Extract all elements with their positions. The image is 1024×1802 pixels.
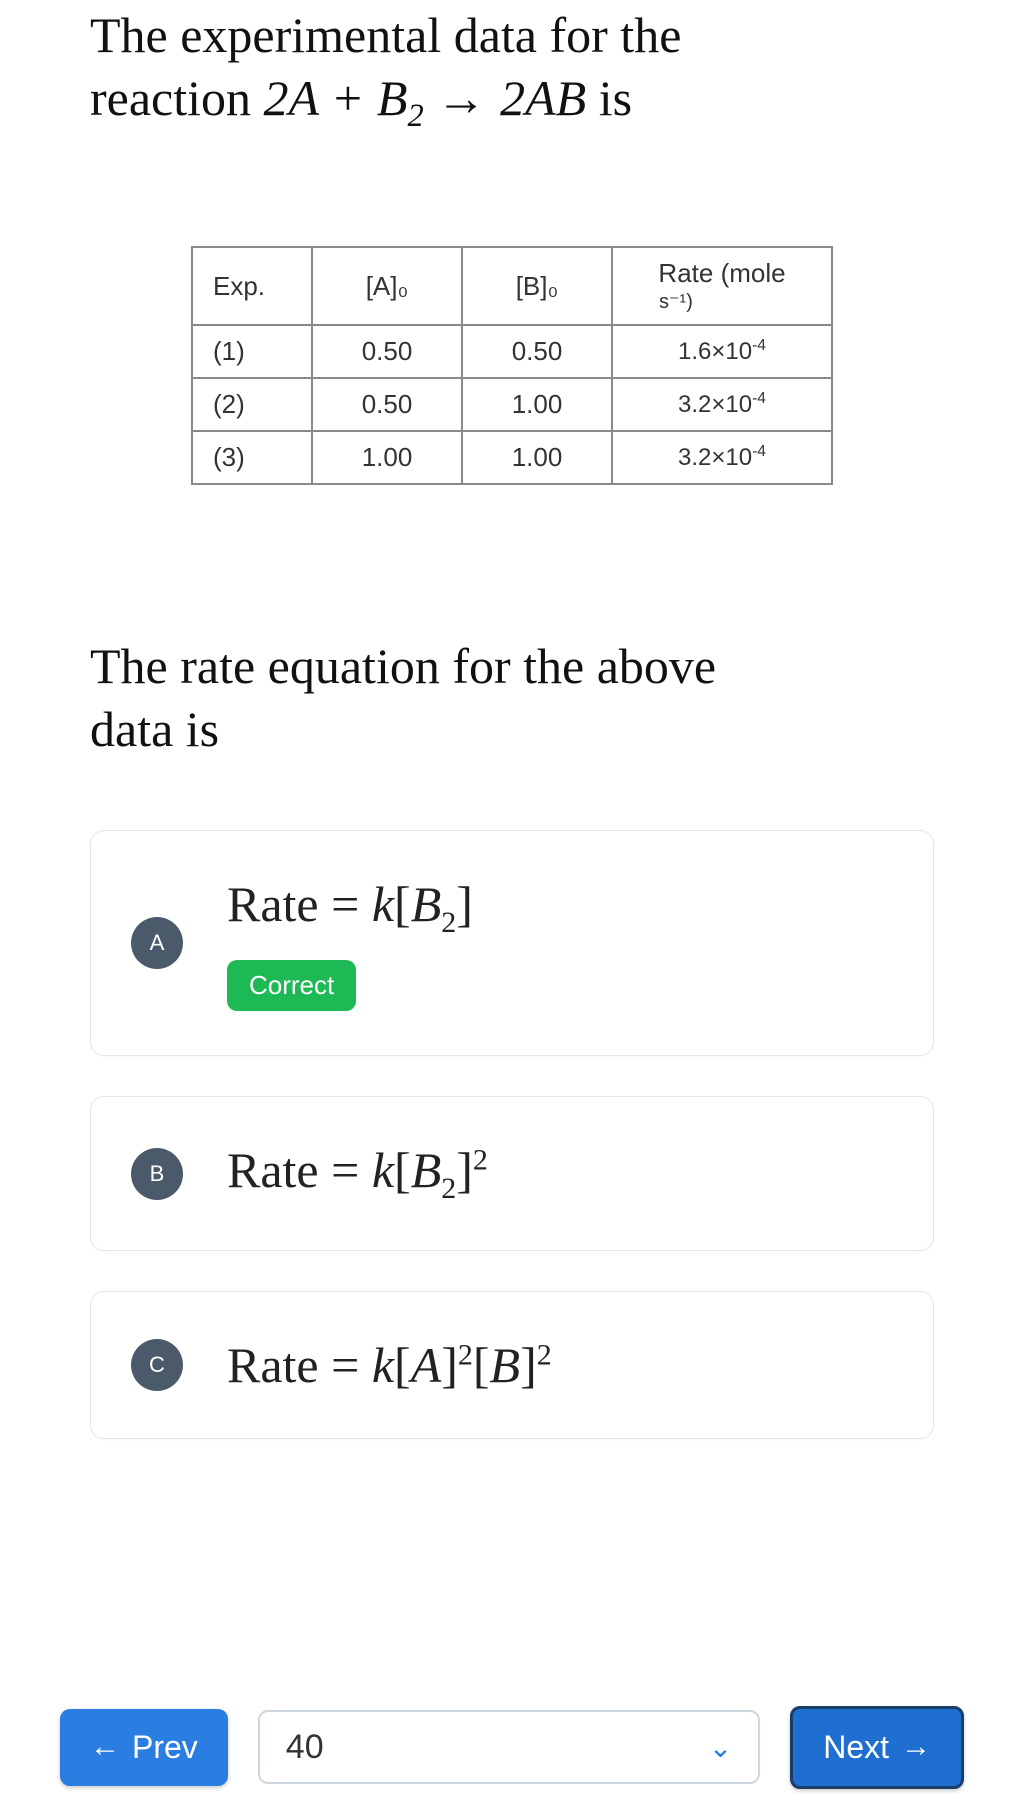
rxn-a: A <box>289 70 319 126</box>
correct-badge: Correct <box>227 960 356 1011</box>
question-line2-prefix: reaction <box>90 70 264 126</box>
cell-exp-2: (2) <box>192 378 312 431</box>
rate1-mantissa: 1.6 <box>678 338 711 365</box>
question-text: The experimental data for the reaction 2… <box>90 0 934 136</box>
bottom-nav: ← Prev 40 ⌄ Next → <box>0 1706 1024 1802</box>
cell-b0-2: 1.00 <box>462 378 612 431</box>
rate1-exp: -4 <box>752 337 766 354</box>
cell-a0-3: 1.00 <box>312 431 462 484</box>
col-header-a0: [A]₀ <box>312 247 462 325</box>
option-a-formula: Rate = k[B2] <box>227 875 473 940</box>
option-b[interactable]: B Rate = k[B2]2 <box>90 1096 934 1251</box>
option-badge-c: C <box>131 1339 183 1391</box>
cell-a0-2: 0.50 <box>312 378 462 431</box>
cell-a0-1: 0.50 <box>312 325 462 378</box>
rate3-exp: -4 <box>752 443 766 460</box>
next-label: Next <box>823 1729 889 1766</box>
cell-rate-2: 3.2×10-4 <box>612 378 832 431</box>
experiment-data-table: Exp. [A]₀ [B]₀ Rate (mole s⁻¹) (1) 0.50 … <box>191 246 833 485</box>
opB-sup: 2 <box>473 1143 488 1176</box>
chevron-down-icon: ⌄ <box>709 1731 732 1764</box>
next-button[interactable]: Next → <box>790 1706 964 1789</box>
rxn-b: B <box>377 70 408 126</box>
q2-line1: The rate equation for the above <box>90 638 716 694</box>
cell-rate-1: 1.6×10-4 <box>612 325 832 378</box>
opA-br1: [ <box>394 876 411 932</box>
opC-sup: 2 <box>458 1338 473 1371</box>
rxn-b-sub: 2 <box>407 98 423 134</box>
question-text-2: The rate equation for the above data is <box>90 635 934 760</box>
question-number-select[interactable]: 40 ⌄ <box>258 1710 760 1784</box>
rate3-mantissa: 3.2 <box>678 444 711 471</box>
option-c[interactable]: C Rate = k[A]2[B]2 <box>90 1291 934 1439</box>
rxn-coeff-a: 2 <box>264 70 289 126</box>
cell-exp-3: (3) <box>192 431 312 484</box>
rxn-rhs-coeff: 2 <box>500 70 525 126</box>
rate2-exp: -4 <box>752 390 766 407</box>
option-badge-b: B <box>131 1148 183 1200</box>
opC-br1: [ <box>394 1337 411 1393</box>
cell-b0-3: 1.00 <box>462 431 612 484</box>
col-header-b0: [B]₀ <box>462 247 612 325</box>
options-list: A Rate = k[B2] Correct B Rate = k[B2]2 C… <box>90 830 934 1439</box>
opB-k: k <box>372 1142 394 1198</box>
rxn-plus: + <box>318 70 377 126</box>
rate2-mantissa: 3.2 <box>678 391 711 418</box>
opA-k: k <box>372 876 394 932</box>
cell-rate-3: 3.2×10-4 <box>612 431 832 484</box>
opC-br3: [ <box>473 1337 490 1393</box>
question-number: 40 <box>286 1728 324 1767</box>
opB-sym: B <box>411 1142 442 1198</box>
cell-exp-1: (1) <box>192 325 312 378</box>
rxn-rhs-b: B <box>556 70 587 126</box>
q2-line2: data is <box>90 701 219 757</box>
opA-sym: B <box>411 876 442 932</box>
opC-br4: ] <box>520 1337 537 1393</box>
table-row: (2) 0.50 1.00 3.2×10-4 <box>192 378 832 431</box>
table-header-row: Exp. [A]₀ [B]₀ Rate (mole s⁻¹) <box>192 247 832 325</box>
cell-b0-1: 0.50 <box>462 325 612 378</box>
opC-prefix: Rate = <box>227 1337 372 1393</box>
opB-br2: ] <box>456 1142 473 1198</box>
option-b-formula: Rate = k[B2]2 <box>227 1141 488 1206</box>
arrow-right-icon: → <box>901 1730 931 1764</box>
table-row: (1) 0.50 0.50 1.6×10-4 <box>192 325 832 378</box>
option-badge-a: A <box>131 917 183 969</box>
option-a[interactable]: A Rate = k[B2] Correct <box>90 830 934 1056</box>
option-c-formula: Rate = k[A]2[B]2 <box>227 1336 552 1394</box>
opC-sup2: 2 <box>537 1338 552 1371</box>
question-line2-suffix: is <box>599 70 632 126</box>
opC-sym: A <box>411 1337 442 1393</box>
col-header-rate: Rate (mole s⁻¹) <box>612 247 832 325</box>
question-line1: The experimental data for the <box>90 7 681 63</box>
opA-prefix: Rate = <box>227 876 372 932</box>
opB-sub: 2 <box>441 1172 456 1205</box>
opA-sub: 2 <box>441 906 456 939</box>
col-header-exp: Exp. <box>192 247 312 325</box>
opC-br2: ] <box>441 1337 458 1393</box>
rate-header-main: Rate (mole <box>658 258 785 288</box>
rxn-arrow-icon: → <box>436 70 500 126</box>
table-row: (3) 1.00 1.00 3.2×10-4 <box>192 431 832 484</box>
opB-br1: [ <box>394 1142 411 1198</box>
rxn-rhs-a: A <box>525 70 556 126</box>
opA-br2: ] <box>456 876 473 932</box>
prev-label: Prev <box>132 1729 198 1766</box>
opB-prefix: Rate = <box>227 1142 372 1198</box>
opC-k: k <box>372 1337 394 1393</box>
rate-header-sub: s⁻¹) <box>629 289 815 314</box>
prev-button[interactable]: ← Prev <box>60 1709 228 1786</box>
opC-sym2: B <box>490 1337 521 1393</box>
arrow-left-icon: ← <box>90 1730 120 1764</box>
